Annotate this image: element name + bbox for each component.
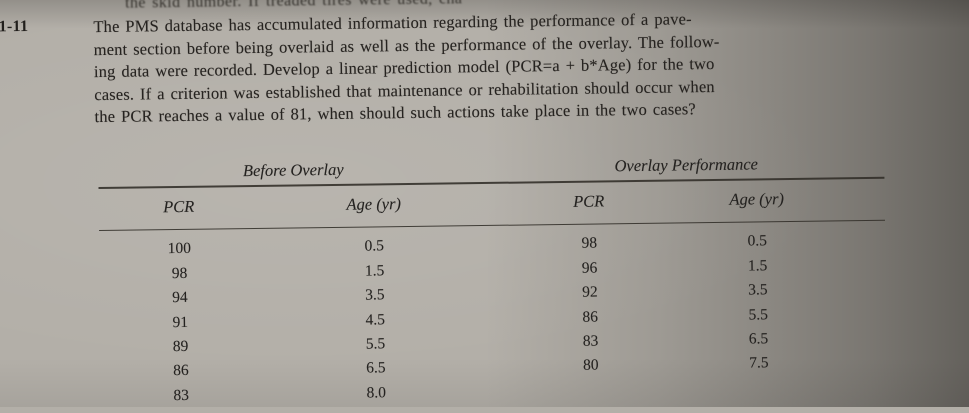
table-cell: 83 — [582, 332, 599, 350]
table-cell: 4.5 — [365, 310, 386, 329]
table-cell: 5.5 — [748, 305, 769, 324]
table-cell: 96 — [581, 259, 598, 277]
table-cell: 6.5 — [748, 330, 769, 348]
table-cell: 1.5 — [364, 262, 385, 280]
column-header-age-before: Age (yr) — [346, 193, 402, 214]
table-cell: 98 — [581, 234, 598, 253]
table-cell: 5.5 — [365, 335, 386, 353]
table-cell: 89 — [172, 337, 189, 356]
column-header-pcr-overlay: PCR — [572, 191, 605, 211]
table-cell: 91 — [172, 313, 189, 331]
table-cell: 80 — [583, 356, 599, 375]
clipped-previous-line: the skid number. If treaded tires were u… — [124, 0, 463, 12]
problem-statement: The PMS database has accumulated informa… — [93, 6, 894, 129]
group-header-overlay-performance: Overlay Performance — [614, 154, 759, 176]
table-cell: 6.5 — [366, 359, 386, 377]
table-cell: 1.5 — [747, 257, 768, 275]
table-cell: 3.5 — [365, 286, 385, 304]
table-cell: 86 — [173, 362, 189, 380]
table-cell: 0.5 — [747, 232, 768, 250]
problem-number: 21-11 — [0, 17, 29, 36]
table-body: 100 0.5 98 0.5 98 1.5 96 1.5 94 3.5 92 3.5 91 4.5 86 5.… — [99, 221, 887, 409]
data-table: Before Overlay Overlay Performance PCR A… — [98, 145, 887, 409]
table-cell: 98 — [171, 264, 188, 282]
group-header-before-overlay: Before Overlay — [242, 159, 344, 181]
table-cell: 8.0 — [366, 384, 386, 402]
table-cell: 83 — [173, 386, 190, 404]
table-cell: 7.5 — [749, 354, 769, 372]
table-cell: 94 — [172, 289, 188, 307]
table-cell: 100 — [167, 240, 192, 258]
table-cell: 0.5 — [364, 237, 385, 255]
table-cell: 3.5 — [748, 281, 768, 299]
table-cell — [691, 375, 887, 402]
column-header-pcr-before: PCR — [163, 196, 195, 216]
table-cell — [491, 377, 691, 404]
table-cell: 86 — [582, 308, 599, 326]
table-cell: 92 — [582, 283, 598, 301]
column-header-age-overlay: Age (yr) — [729, 188, 785, 209]
